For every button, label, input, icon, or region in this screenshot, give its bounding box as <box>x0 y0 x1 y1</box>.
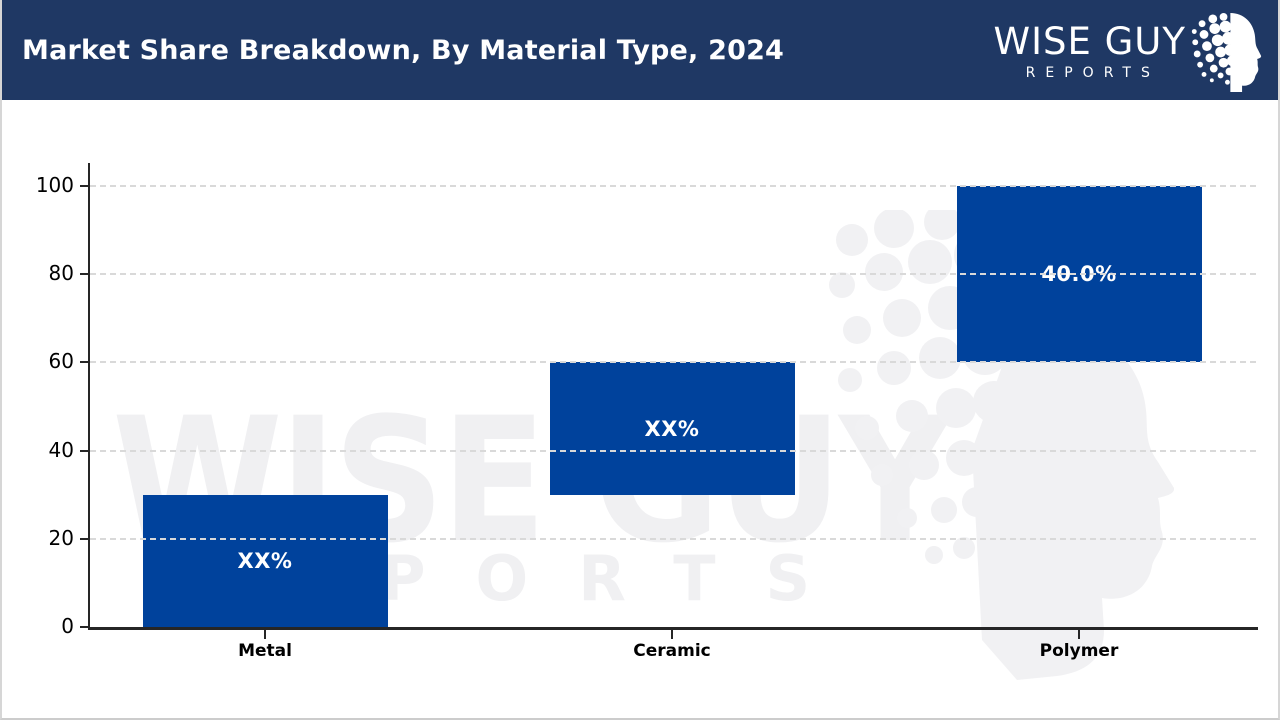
gridline-60 <box>90 361 1256 364</box>
wise-guy-reports-logo: WISE GUY REPORTS <box>994 12 1262 92</box>
y-tick-mark-20 <box>80 537 89 540</box>
watermark-head-profile-icon <box>829 210 1175 680</box>
x-tick-mark-metal <box>264 630 266 639</box>
y-tick-mark-0 <box>80 626 89 628</box>
y-tick-label: 20 <box>48 525 74 550</box>
logo-brand-subtitle: REPORTS <box>1025 64 1160 81</box>
bar-value-label-ceramic: XX% <box>644 416 700 441</box>
logo-wordmark: WISE GUY REPORTS <box>993 20 1186 81</box>
y-tick-label: 60 <box>48 349 74 374</box>
logo-brand-name: WISE GUY <box>993 20 1186 64</box>
page-title: Market Share Breakdown, By Material Type… <box>22 34 785 66</box>
bar-metal: XX% <box>142 494 388 627</box>
gridline-100 <box>90 185 1256 187</box>
gridline-20 <box>90 537 1256 540</box>
y-tick-label: 40 <box>48 437 74 462</box>
y-tick-label: 0 <box>61 614 74 638</box>
y-tick-mark-80 <box>80 273 89 276</box>
x-tick-label-ceramic: Ceramic <box>633 641 711 661</box>
header-banner: Market Share Breakdown, By Material Type… <box>2 0 1278 100</box>
gridline-80 <box>90 273 1256 276</box>
y-tick-label: 100 <box>35 173 74 197</box>
y-tick-mark-60 <box>80 361 89 364</box>
y-tick-label: 80 <box>48 261 74 286</box>
chart-canvas: WISE GUY REPORTS 0 20 40 60 80 100 XX% XX% 40.0%… <box>2 100 1278 718</box>
bar-value-label-metal: XX% <box>237 548 293 573</box>
y-tick-mark-40 <box>80 449 89 452</box>
x-axis-line <box>88 627 1258 630</box>
x-tick-mark-ceramic <box>671 630 673 639</box>
x-tick-label-metal: Metal <box>238 641 292 661</box>
y-tick-mark-100 <box>80 185 89 187</box>
logo-head-profile-icon <box>1191 12 1262 92</box>
x-tick-mark-polymer <box>1078 630 1080 639</box>
bar-ceramic: XX% <box>549 362 795 495</box>
y-axis-line <box>88 163 90 630</box>
x-tick-label-polymer: Polymer <box>1039 641 1119 661</box>
gridline-40 <box>90 449 1256 452</box>
